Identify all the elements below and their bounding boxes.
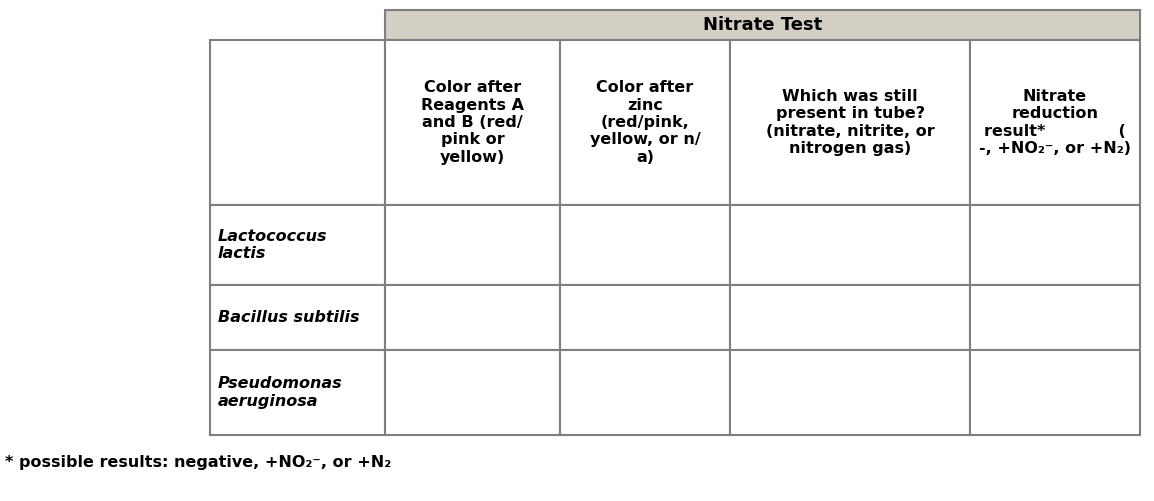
Bar — [210, 285, 385, 350]
Bar — [730, 285, 971, 350]
Text: Bacillus subtilis: Bacillus subtilis — [218, 310, 360, 325]
Bar — [210, 205, 385, 285]
Bar — [730, 40, 971, 205]
Text: Lactococcus
lactis: Lactococcus lactis — [218, 229, 328, 261]
Bar — [210, 350, 385, 435]
Bar — [560, 40, 730, 205]
Bar — [385, 205, 560, 285]
Bar — [971, 205, 1140, 285]
Bar — [971, 40, 1140, 205]
Text: Which was still
present in tube?
(nitrate, nitrite, or
nitrogen gas): Which was still present in tube? (nitrat… — [765, 89, 935, 156]
Bar — [385, 10, 1140, 40]
Bar — [560, 285, 730, 350]
Text: Nitrate Test: Nitrate Test — [703, 16, 822, 34]
Text: * possible results: negative, +NO₂⁻, or +N₂: * possible results: negative, +NO₂⁻, or … — [5, 454, 391, 469]
Bar — [210, 40, 385, 205]
Bar — [385, 40, 560, 205]
Text: Color after
Reagents A
and B (red/
pink or
yellow): Color after Reagents A and B (red/ pink … — [421, 80, 524, 165]
Bar — [560, 350, 730, 435]
Bar — [971, 285, 1140, 350]
Bar — [385, 350, 560, 435]
Text: Color after
zinc
(red/pink,
yellow, or n/
a): Color after zinc (red/pink, yellow, or n… — [590, 80, 700, 165]
Text: Pseudomonas
aeruginosa: Pseudomonas aeruginosa — [218, 376, 343, 409]
Bar — [971, 350, 1140, 435]
Bar — [730, 205, 971, 285]
Text: Nitrate
reduction
result*             (
-, +NO₂⁻, or +N₂): Nitrate reduction result* ( -, +NO₂⁻, or… — [979, 89, 1131, 156]
Bar — [730, 350, 971, 435]
Bar — [385, 285, 560, 350]
Bar — [560, 205, 730, 285]
